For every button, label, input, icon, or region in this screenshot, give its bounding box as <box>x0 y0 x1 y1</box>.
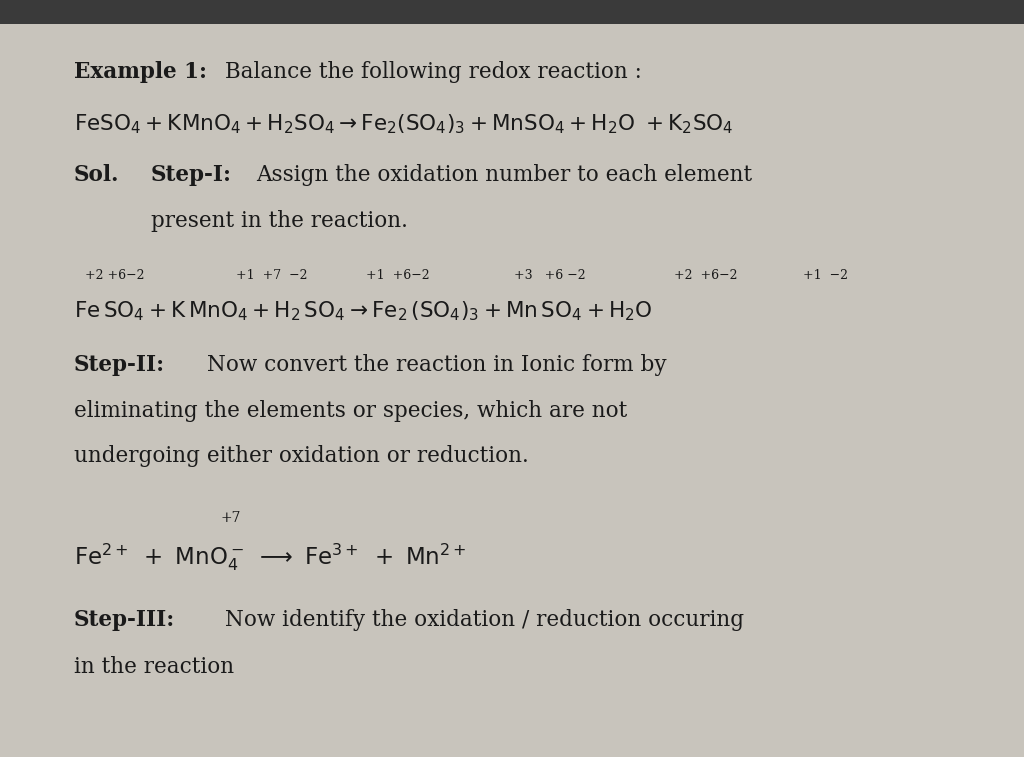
Text: $\mathrm{FeSO_4 + KMnO_4 + H_2SO_4 \rightarrow Fe_2(SO_4)_3 + MnSO_4 + H_2O\ + K: $\mathrm{FeSO_4 + KMnO_4 + H_2SO_4 \righ… <box>74 112 733 136</box>
Text: Now convert the reaction in Ionic form by: Now convert the reaction in Ionic form b… <box>207 354 667 375</box>
Text: +7: +7 <box>220 511 241 525</box>
Text: +1  −2: +1 −2 <box>803 269 848 282</box>
Text: +2 +6−2: +2 +6−2 <box>85 269 144 282</box>
Text: +3   +6 −2: +3 +6 −2 <box>514 269 586 282</box>
Bar <box>0 0 1024 24</box>
Text: +1  +7  −2: +1 +7 −2 <box>236 269 307 282</box>
Text: +1  +6−2: +1 +6−2 <box>366 269 429 282</box>
Text: Balance the following redox reaction :: Balance the following redox reaction : <box>225 61 642 83</box>
Text: Example 1:: Example 1: <box>74 61 207 83</box>
Text: in the reaction: in the reaction <box>74 656 233 678</box>
Text: $\mathrm{Fe\,SO_4 + K\,MnO_4 + H_2\,SO_4 \rightarrow Fe_2\,(SO_4)_3 + Mn\,SO_4 +: $\mathrm{Fe\,SO_4 + K\,MnO_4 + H_2\,SO_4… <box>74 299 652 322</box>
Text: Now identify the oxidation / reduction occuring: Now identify the oxidation / reduction o… <box>225 609 744 631</box>
Text: eliminating the elements or species, which are not: eliminating the elements or species, whi… <box>74 400 627 422</box>
Text: Sol.: Sol. <box>74 164 119 185</box>
Text: $\mathrm{Fe^{2+}\ +\ \overset{}{Mn}O_4^-\ \longrightarrow\ Fe^{3+}\ +\ Mn^{2+}}$: $\mathrm{Fe^{2+}\ +\ \overset{}{Mn}O_4^-… <box>74 541 466 573</box>
Text: Step-I:: Step-I: <box>151 164 231 185</box>
Text: Step-II:: Step-II: <box>74 354 165 375</box>
Text: present in the reaction.: present in the reaction. <box>151 210 408 232</box>
Text: Step-III:: Step-III: <box>74 609 175 631</box>
Text: +2  +6−2: +2 +6−2 <box>674 269 737 282</box>
Text: Assign the oxidation number to each element: Assign the oxidation number to each elem… <box>256 164 752 185</box>
Text: undergoing either oxidation or reduction.: undergoing either oxidation or reduction… <box>74 445 528 467</box>
